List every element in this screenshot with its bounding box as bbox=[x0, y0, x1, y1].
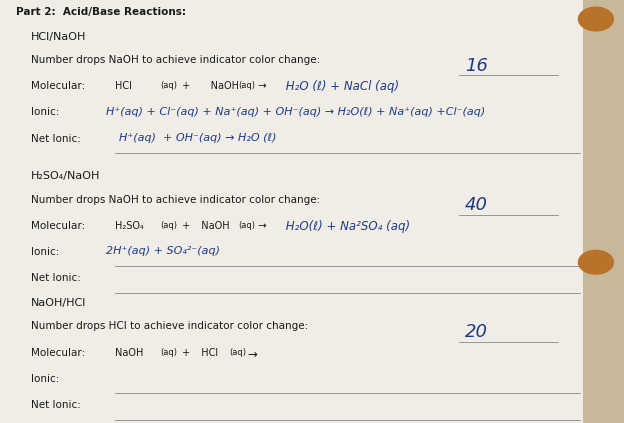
Text: NaOH: NaOH bbox=[115, 348, 144, 358]
Text: (aq): (aq) bbox=[229, 348, 246, 357]
Text: (aq): (aq) bbox=[160, 221, 177, 230]
Text: Molecular:: Molecular: bbox=[31, 81, 85, 91]
Text: NaOH: NaOH bbox=[195, 221, 229, 231]
Text: +: + bbox=[179, 81, 190, 91]
Text: NaOH/HCl: NaOH/HCl bbox=[31, 298, 87, 308]
Text: 20: 20 bbox=[465, 323, 488, 341]
Text: Number drops NaOH to achieve indicator color change:: Number drops NaOH to achieve indicator c… bbox=[31, 55, 321, 65]
Text: HCl/NaOH: HCl/NaOH bbox=[31, 32, 87, 42]
Text: Net Ionic:: Net Ionic: bbox=[31, 273, 81, 283]
Text: H₂O (ℓ) + NaCl (aq): H₂O (ℓ) + NaCl (aq) bbox=[282, 80, 399, 93]
Text: +: + bbox=[179, 221, 190, 231]
Text: 16: 16 bbox=[465, 57, 488, 75]
Text: +: + bbox=[179, 348, 190, 358]
Text: Molecular:: Molecular: bbox=[31, 221, 85, 231]
Text: 2H⁺(aq) + SO₄²⁻(aq): 2H⁺(aq) + SO₄²⁻(aq) bbox=[106, 246, 220, 256]
Text: →: → bbox=[257, 81, 266, 91]
Text: H₂O(ℓ) + Na²SO₄ (aq): H₂O(ℓ) + Na²SO₄ (aq) bbox=[282, 220, 410, 233]
Text: H⁺(aq) + Cl⁻(aq) + Na⁺(aq) + OH⁻(aq) → H₂O(ℓ) + Na⁺(aq) +Cl⁻(aq): H⁺(aq) + Cl⁻(aq) + Na⁺(aq) + OH⁻(aq) → H… bbox=[106, 107, 485, 117]
Text: Number drops NaOH to achieve indicator color change:: Number drops NaOH to achieve indicator c… bbox=[31, 195, 321, 205]
Text: Ionic:: Ionic: bbox=[31, 374, 59, 384]
Text: H⁺(aq)  + OH⁻(aq) → H₂O (ℓ): H⁺(aq) + OH⁻(aq) → H₂O (ℓ) bbox=[119, 133, 276, 143]
Text: H₂SO₄: H₂SO₄ bbox=[115, 221, 144, 231]
Text: H₂SO₄/NaOH: H₂SO₄/NaOH bbox=[31, 171, 100, 181]
Text: Ionic:: Ionic: bbox=[31, 107, 59, 118]
Text: Ionic:: Ionic: bbox=[31, 247, 59, 257]
Text: (aq): (aq) bbox=[160, 81, 177, 90]
Text: HCl: HCl bbox=[195, 348, 218, 358]
Text: (aq): (aq) bbox=[238, 221, 255, 230]
Text: Molecular:: Molecular: bbox=[31, 348, 85, 358]
Circle shape bbox=[578, 250, 613, 274]
Text: Net Ionic:: Net Ionic: bbox=[31, 400, 81, 410]
Text: (aq): (aq) bbox=[160, 348, 177, 357]
Text: Net Ionic:: Net Ionic: bbox=[31, 134, 81, 144]
Text: HCl: HCl bbox=[115, 81, 132, 91]
Circle shape bbox=[578, 7, 613, 31]
Text: NaOH: NaOH bbox=[195, 81, 239, 91]
Text: →: → bbox=[248, 348, 258, 361]
Text: (aq): (aq) bbox=[238, 81, 255, 90]
Text: Number drops HCl to achieve indicator color change:: Number drops HCl to achieve indicator co… bbox=[31, 321, 308, 332]
Text: Part 2:  Acid/Base Reactions:: Part 2: Acid/Base Reactions: bbox=[16, 7, 185, 17]
Text: →: → bbox=[257, 221, 266, 231]
Text: 40: 40 bbox=[465, 196, 488, 214]
FancyBboxPatch shape bbox=[0, 0, 583, 423]
